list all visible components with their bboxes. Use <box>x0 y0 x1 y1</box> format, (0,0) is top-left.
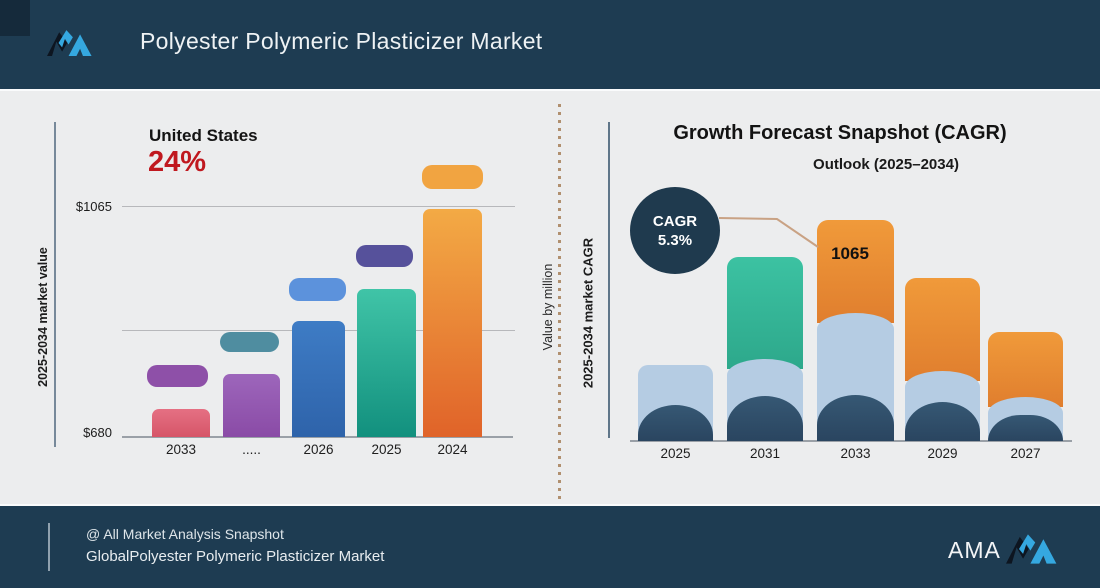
us-tick-680: $680 <box>83 425 112 440</box>
cagr-chart-subtitle: Outlook (2025–2034) <box>813 156 959 173</box>
footer-brand-text: AMA <box>948 537 1001 563</box>
cagr-chart-title: Growth Forecast Snapshot (CAGR) <box>673 122 1007 144</box>
us-chart-title: United States <box>149 126 258 145</box>
us-gridline-upper <box>122 206 515 207</box>
cagr-badge-value: 5.3% <box>657 231 693 249</box>
footer-divider-bar <box>48 523 50 571</box>
ama-logo-icon <box>47 30 92 56</box>
cagr-badge-label: CAGR <box>652 212 698 230</box>
us-tick-1065: $1065 <box>75 199 112 214</box>
us-y-axis-line <box>54 122 56 447</box>
us-right-axis-label: Value by million <box>541 263 555 351</box>
us-gridline-lower <box>122 330 515 331</box>
us-growth-percent: 24% <box>148 146 207 178</box>
footer-market-text: GlobalPolyester Polymeric Plasticizer Ma… <box>86 548 385 565</box>
us-baseline <box>122 436 513 438</box>
header-corner-accent <box>0 0 30 36</box>
cagr-bar-value-label: 1065 <box>831 244 869 263</box>
cagr-badge: CAGR 5.3% <box>630 187 720 274</box>
cagr-y-axis-label: 2025-2034 market CAGR <box>580 237 596 389</box>
panel-divider-dotted <box>558 104 561 502</box>
cagr-y-axis-line <box>608 122 610 438</box>
page-title: Polyester Polymeric Plasticizer Market <box>140 28 543 54</box>
footer: @ All Market Analysis Snapshot GlobalPol… <box>0 506 1100 588</box>
header: Polyester Polymeric Plasticizer Market <box>0 0 1100 89</box>
footer-snapshot-text: @ All Market Analysis Snapshot <box>86 526 284 542</box>
cagr-baseline <box>630 440 1072 442</box>
us-y-axis-label: 2025-2034 market value <box>36 247 50 387</box>
footer-ama-logo-icon <box>1006 534 1057 564</box>
